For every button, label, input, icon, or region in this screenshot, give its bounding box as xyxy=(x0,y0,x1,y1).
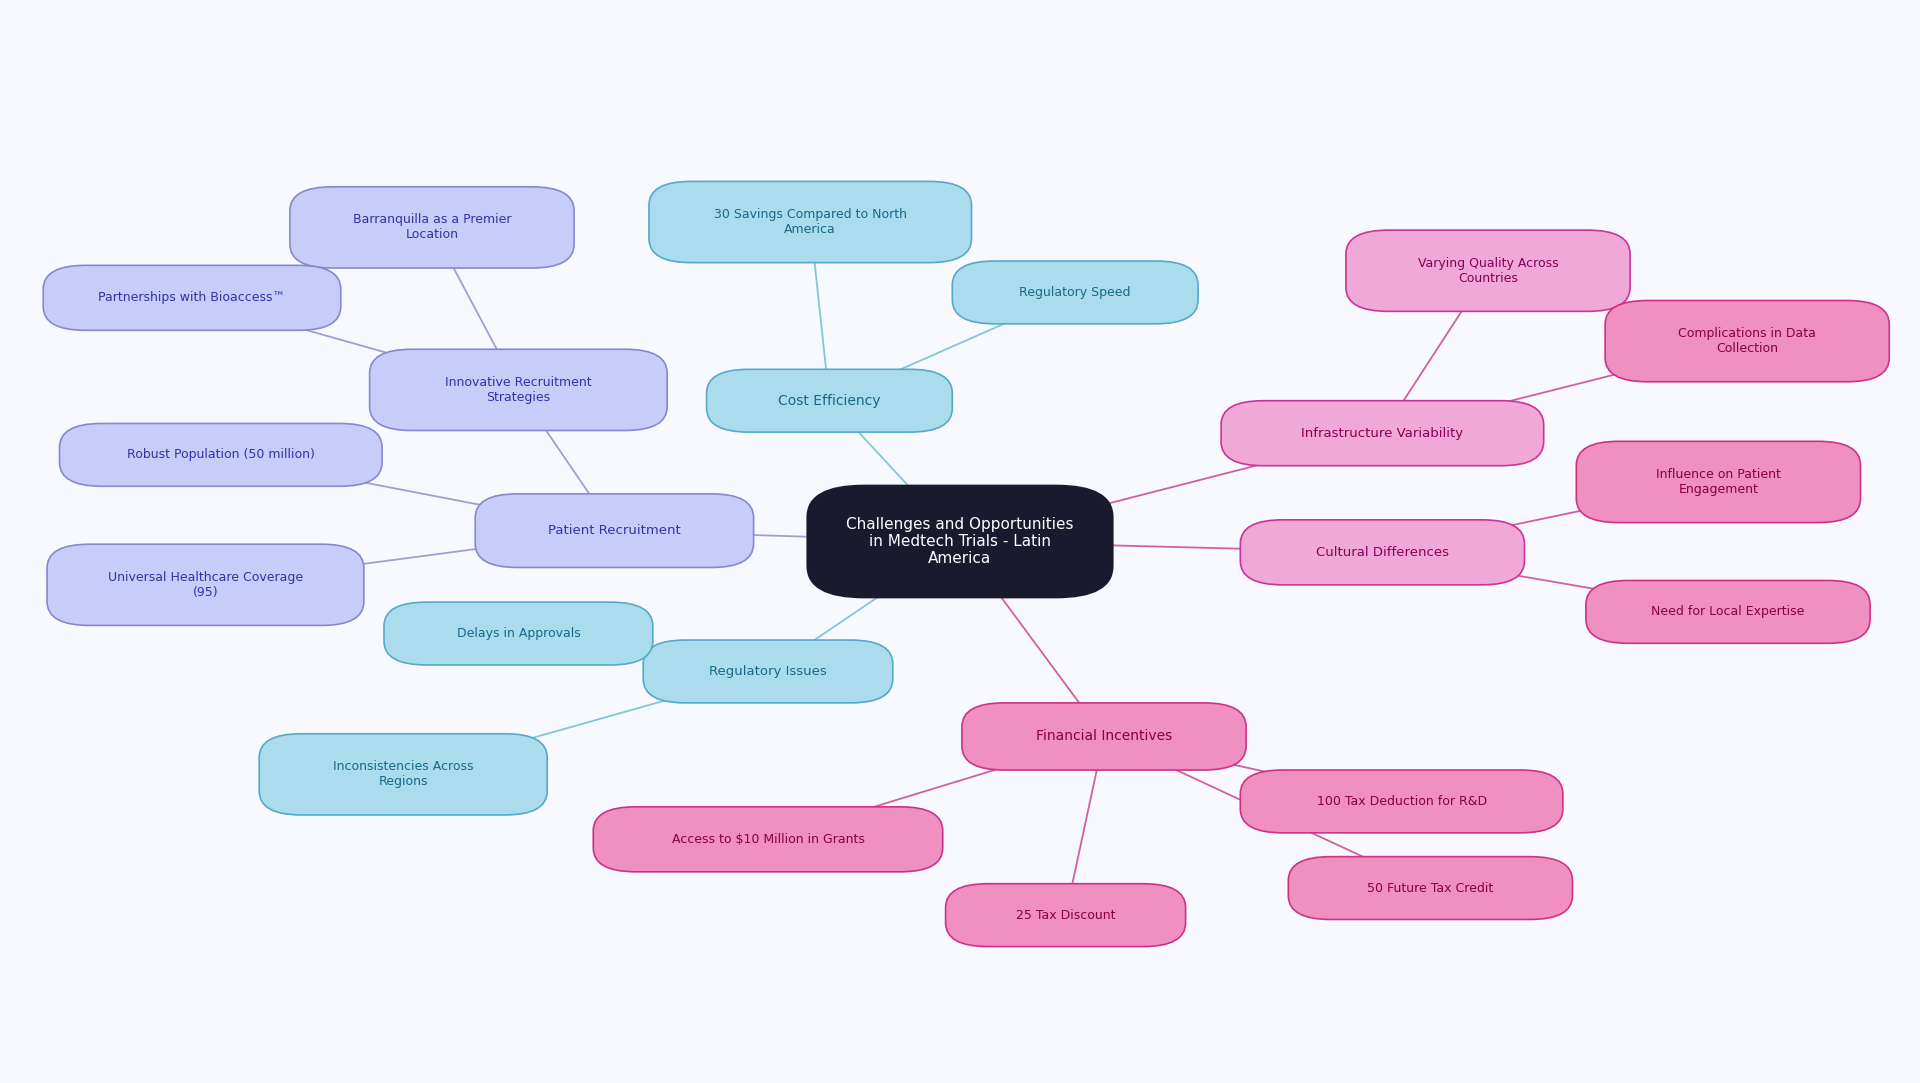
FancyBboxPatch shape xyxy=(60,423,382,486)
Text: Inconsistencies Across
Regions: Inconsistencies Across Regions xyxy=(332,760,474,788)
Text: Delays in Approvals: Delays in Approvals xyxy=(457,627,580,640)
Text: 50 Future Tax Credit: 50 Future Tax Credit xyxy=(1367,882,1494,895)
FancyBboxPatch shape xyxy=(1605,300,1889,381)
Text: Infrastructure Variability: Infrastructure Variability xyxy=(1302,427,1463,440)
Text: Financial Incentives: Financial Incentives xyxy=(1037,730,1171,743)
Text: Innovative Recruitment
Strategies: Innovative Recruitment Strategies xyxy=(445,376,591,404)
FancyBboxPatch shape xyxy=(259,734,547,814)
FancyBboxPatch shape xyxy=(1240,770,1563,833)
FancyBboxPatch shape xyxy=(947,884,1187,947)
FancyBboxPatch shape xyxy=(1288,857,1572,919)
FancyBboxPatch shape xyxy=(1576,442,1860,523)
FancyBboxPatch shape xyxy=(707,369,952,432)
Text: Regulatory Speed: Regulatory Speed xyxy=(1020,286,1131,299)
Text: Cultural Differences: Cultural Differences xyxy=(1315,546,1450,559)
FancyBboxPatch shape xyxy=(384,602,653,665)
FancyBboxPatch shape xyxy=(643,640,893,703)
FancyBboxPatch shape xyxy=(649,182,972,262)
FancyBboxPatch shape xyxy=(1346,231,1630,312)
Text: Influence on Patient
Engagement: Influence on Patient Engagement xyxy=(1655,468,1782,496)
FancyBboxPatch shape xyxy=(1221,401,1544,466)
Text: 30 Savings Compared to North
America: 30 Savings Compared to North America xyxy=(714,208,906,236)
Text: Need for Local Expertise: Need for Local Expertise xyxy=(1651,605,1805,618)
Text: Regulatory Issues: Regulatory Issues xyxy=(708,665,828,678)
FancyBboxPatch shape xyxy=(1240,520,1524,585)
Text: Universal Healthcare Coverage
(95): Universal Healthcare Coverage (95) xyxy=(108,571,303,599)
FancyBboxPatch shape xyxy=(806,485,1114,598)
Text: Challenges and Opportunities
in Medtech Trials - Latin
America: Challenges and Opportunities in Medtech … xyxy=(847,517,1073,566)
Text: 25 Tax Discount: 25 Tax Discount xyxy=(1016,909,1116,922)
FancyBboxPatch shape xyxy=(46,544,365,626)
Text: 100 Tax Deduction for R&D: 100 Tax Deduction for R&D xyxy=(1317,795,1486,808)
Text: Cost Efficiency: Cost Efficiency xyxy=(778,394,881,407)
FancyBboxPatch shape xyxy=(369,349,668,430)
FancyBboxPatch shape xyxy=(290,186,574,268)
Text: Robust Population (50 million): Robust Population (50 million) xyxy=(127,448,315,461)
Text: Access to $10 Million in Grants: Access to $10 Million in Grants xyxy=(672,833,864,846)
Text: Varying Quality Across
Countries: Varying Quality Across Countries xyxy=(1417,257,1559,285)
FancyBboxPatch shape xyxy=(1586,580,1870,643)
FancyBboxPatch shape xyxy=(44,265,340,330)
FancyBboxPatch shape xyxy=(593,807,943,872)
Text: Patient Recruitment: Patient Recruitment xyxy=(547,524,682,537)
Text: Complications in Data
Collection: Complications in Data Collection xyxy=(1678,327,1816,355)
Text: Barranquilla as a Premier
Location: Barranquilla as a Premier Location xyxy=(353,213,511,242)
FancyBboxPatch shape xyxy=(952,261,1198,324)
FancyBboxPatch shape xyxy=(962,703,1246,770)
FancyBboxPatch shape xyxy=(476,494,753,567)
Text: Partnerships with Bioaccess™: Partnerships with Bioaccess™ xyxy=(98,291,286,304)
